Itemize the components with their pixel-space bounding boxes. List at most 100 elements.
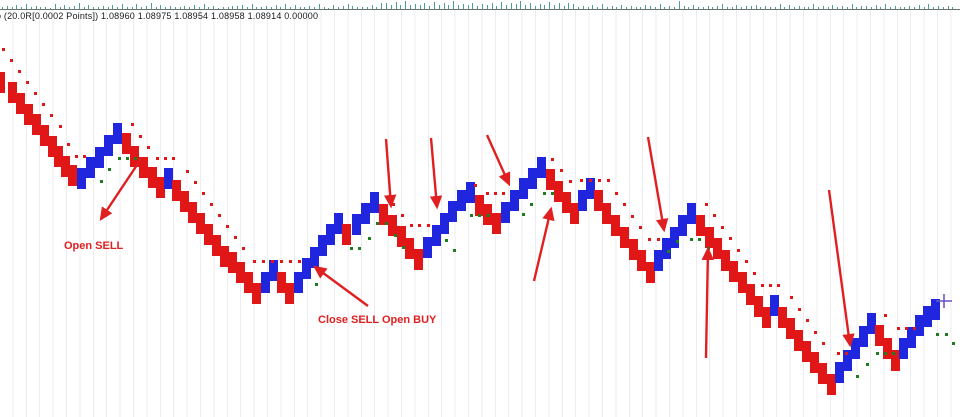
renko-brick-down	[696, 215, 705, 236]
time-axis-tick	[338, 7, 339, 9]
time-axis-tick	[626, 7, 627, 9]
annotation-arrow[interactable]	[827, 189, 855, 348]
renko-brick-down	[883, 338, 892, 359]
time-axis-tick	[938, 6, 939, 9]
renko-brick-down	[629, 239, 638, 260]
signal-dot	[350, 247, 353, 250]
annotation-arrow[interactable]	[313, 265, 369, 307]
renko-brick-down	[729, 261, 738, 282]
annotation-arrows[interactable]	[99, 134, 855, 359]
time-axis-tick	[184, 6, 186, 9]
time-axis-tick	[400, 5, 402, 9]
annotation-arrow[interactable]	[532, 206, 555, 282]
time-axis-tick	[453, 1, 455, 9]
time-axis-tick	[352, 6, 354, 9]
time-axis-tick	[381, 3, 383, 9]
annotation-arrow[interactable]	[99, 158, 142, 221]
annotation-arrow[interactable]	[646, 136, 669, 233]
signal-dot	[866, 363, 869, 366]
time-axis-tick	[213, 6, 215, 9]
renko-brick-up	[907, 327, 916, 348]
sar-dot	[271, 260, 274, 263]
renko-brick-down	[285, 283, 294, 304]
annotation-arrow[interactable]	[383, 138, 397, 209]
time-axis-tick	[952, 7, 954, 9]
sar-dot	[486, 192, 489, 195]
signal-dot	[676, 240, 679, 243]
sar-dot	[401, 214, 404, 217]
time-axis-tick	[189, 7, 191, 9]
time-axis[interactable]	[0, 0, 960, 10]
time-axis-tick	[784, 7, 786, 9]
sar-dot	[242, 247, 245, 250]
sar-dot-trail	[2, 48, 916, 355]
renko-brick-up	[859, 326, 868, 347]
sar-dot	[289, 260, 292, 263]
sar-dot	[392, 203, 395, 206]
renko-brick-down	[705, 227, 714, 248]
time-axis-tick	[501, 2, 503, 9]
renko-brick-down	[762, 307, 771, 328]
renko-brick-down	[562, 192, 571, 213]
time-axis-tick	[611, 6, 613, 9]
renko-brick-down	[546, 169, 555, 190]
sar-dot	[837, 352, 840, 355]
time-axis-tick	[530, 3, 531, 9]
time-axis-tick	[707, 6, 709, 9]
label-open-sell[interactable]: Open SELL	[64, 240, 124, 252]
signal-dot	[108, 168, 111, 171]
sar-dot	[753, 272, 756, 275]
time-axis-tick	[702, 7, 704, 9]
time-axis-tick	[669, 6, 671, 9]
signal-dot	[667, 250, 670, 253]
sar-dot	[2, 48, 5, 51]
sar-dot	[623, 203, 626, 206]
sar-dot	[769, 284, 772, 287]
renko-brick-down	[594, 190, 603, 211]
time-axis-tick	[424, 3, 426, 9]
sar-dot	[50, 114, 53, 117]
time-axis-tick	[309, 6, 311, 9]
sar-dot	[569, 180, 572, 183]
time-axis-tick	[818, 7, 819, 9]
time-axis-tick	[371, 5, 373, 9]
renko-brick-down	[342, 224, 351, 245]
time-axis-tick	[717, 6, 719, 9]
signal-dot	[376, 222, 379, 225]
time-axis-tick	[525, 5, 527, 9]
renko-brick-up	[670, 227, 679, 248]
time-axis-tick	[395, 2, 397, 9]
renko-brick-down	[122, 133, 131, 154]
sar-dot	[156, 157, 159, 160]
renko-brick-up	[95, 147, 104, 168]
time-axis-tick	[866, 6, 867, 9]
renko-brick-up	[164, 168, 173, 189]
time-axis-tick	[923, 7, 925, 9]
time-axis-tick	[933, 7, 935, 9]
renko-brick-up	[423, 237, 432, 258]
sar-dot	[705, 203, 708, 206]
time-axis-tick	[448, 5, 450, 9]
sar-dot	[253, 260, 256, 263]
annotation-arrow[interactable]	[701, 246, 715, 359]
signal-dot	[445, 239, 448, 242]
renko-brick-down	[602, 203, 611, 224]
label-close-sell-open-buy[interactable]: Close SELL Open BUY	[318, 314, 437, 326]
time-axis-tick	[597, 7, 599, 9]
time-axis-tick	[914, 7, 915, 9]
time-axis-tick	[237, 6, 239, 9]
time-axis-tick	[438, 5, 440, 9]
annotation-arrow[interactable]	[429, 137, 443, 210]
sar-dot	[42, 103, 45, 106]
time-axis-tick	[414, 4, 416, 9]
sar-dot	[615, 192, 618, 195]
sar-dot	[494, 192, 497, 195]
time-axis-tick	[731, 7, 733, 9]
renko-brick-up	[334, 213, 343, 234]
time-axis-tick	[275, 5, 277, 9]
annotation-arrow[interactable]	[485, 134, 511, 187]
renko-brick-up	[77, 168, 86, 189]
renko-brick-up	[302, 258, 311, 279]
time-axis-tick	[875, 5, 877, 9]
